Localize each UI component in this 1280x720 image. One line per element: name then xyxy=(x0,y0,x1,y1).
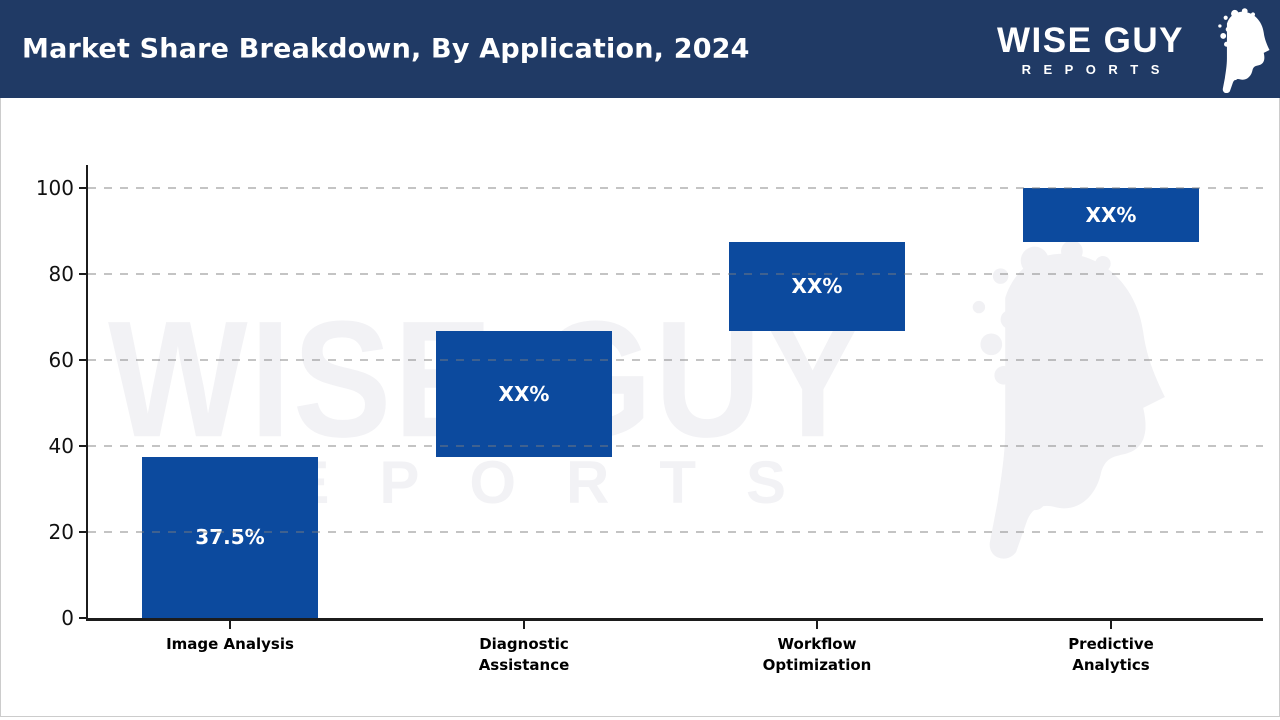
watermark-head-icon xyxy=(972,240,1165,559)
bar-4: XX% xyxy=(1023,188,1199,242)
x-tick-mark xyxy=(1110,620,1112,629)
x-tick-label: Predictive Analytics xyxy=(996,634,1226,676)
x-tick-label-line: Diagnostic xyxy=(479,635,569,653)
gridline-20 xyxy=(88,531,1263,533)
y-tick-mark xyxy=(79,445,87,447)
x-tick-mark xyxy=(229,620,231,629)
axis-spine-bottom xyxy=(86,618,1263,621)
x-tick-label-line: Analytics xyxy=(1072,656,1150,674)
logo-wordmark: WISE GUY xyxy=(996,21,1184,61)
brand-logo: WISE GUY REPORTS xyxy=(997,6,1272,94)
gridline-100 xyxy=(88,187,1263,189)
x-tick-mark xyxy=(816,620,818,629)
y-tick-label: 80 xyxy=(48,262,74,286)
y-tick-label: 100 xyxy=(35,176,74,200)
x-tick-label-line: Predictive xyxy=(1068,635,1154,653)
y-tick-label: 40 xyxy=(48,434,74,458)
y-tick-mark xyxy=(79,187,87,189)
y-tick-label: 20 xyxy=(48,520,74,544)
x-tick-label: Workflow Optimization xyxy=(702,634,932,676)
x-tick-label-line: Workflow xyxy=(777,635,857,653)
x-tick-label: Image Analysis xyxy=(115,634,345,655)
bar-3: XX% xyxy=(729,241,905,332)
logo-reports-label: REPORTS xyxy=(1021,61,1172,77)
bar-1: 37.5% xyxy=(142,456,318,618)
y-tick-label: 60 xyxy=(48,348,74,372)
y-tick-label: 0 xyxy=(61,606,74,630)
header-bar: Market Share Breakdown, By Application, … xyxy=(0,0,1280,98)
bar-value-label: 37.5% xyxy=(195,525,265,550)
y-tick-mark xyxy=(79,273,87,275)
x-tick-label-line: Assistance xyxy=(478,656,570,674)
bar-2: XX% xyxy=(436,331,612,457)
y-tick-mark xyxy=(79,359,87,361)
gridline-60 xyxy=(88,359,1263,361)
axis-spine-left xyxy=(86,165,88,620)
gridline-80 xyxy=(88,273,1263,275)
logo-text: WISE GUY REPORTS xyxy=(996,21,1184,77)
gridline-40 xyxy=(88,445,1263,447)
bar-value-label: XX% xyxy=(498,381,550,406)
bar-value-label: XX% xyxy=(1085,202,1137,227)
x-tick-label-line: Optimization xyxy=(762,656,872,674)
page-title: Market Share Breakdown, By Application, … xyxy=(22,33,750,65)
x-tick-label-line: Image Analysis xyxy=(166,635,294,653)
bar-value-label: XX% xyxy=(791,274,843,299)
x-tick-mark xyxy=(523,620,525,629)
head-profile-icon xyxy=(1218,8,1270,93)
y-tick-mark xyxy=(79,531,87,533)
y-tick-mark xyxy=(79,617,87,619)
x-tick-label: Diagnostic Assistance xyxy=(409,634,639,676)
